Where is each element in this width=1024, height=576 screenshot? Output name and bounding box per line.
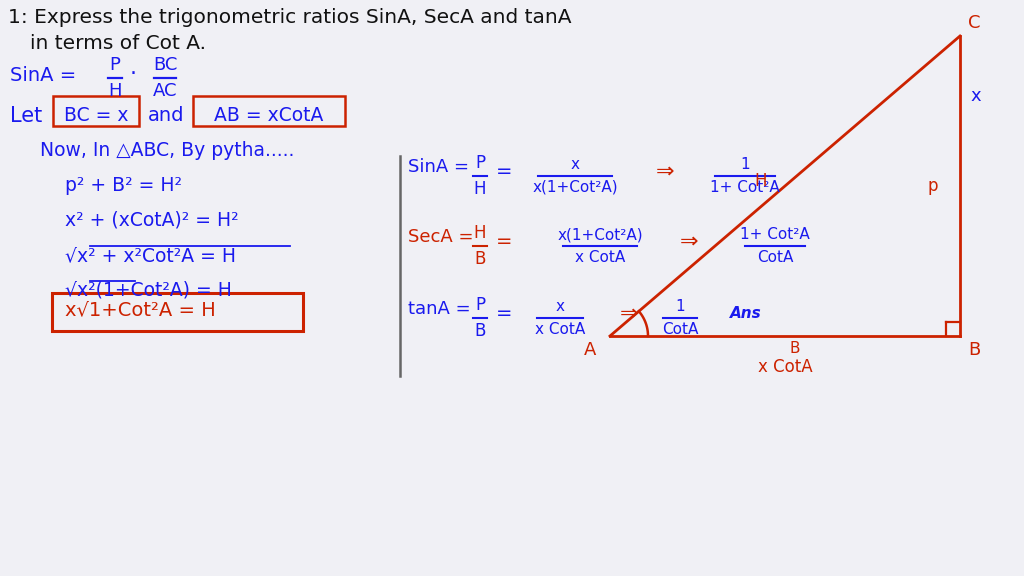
Text: BC: BC (153, 56, 177, 74)
Text: x: x (570, 157, 580, 172)
Text: tanA =: tanA = (408, 300, 471, 318)
Text: x(1+Cot²A): x(1+Cot²A) (557, 227, 643, 242)
Text: ⇒: ⇒ (620, 304, 639, 324)
Text: 1: 1 (675, 299, 685, 314)
Text: 1+ Cot²A: 1+ Cot²A (740, 227, 810, 242)
Text: P: P (475, 154, 485, 172)
Text: SinA =: SinA = (408, 158, 469, 176)
Text: p: p (928, 177, 938, 195)
Text: and: and (148, 106, 184, 125)
Text: BC = x: BC = x (63, 106, 128, 125)
Text: AB = xCotA: AB = xCotA (214, 106, 324, 125)
Text: 1: Express the trigonometric ratios SinA, SecA and tanA: 1: Express the trigonometric ratios SinA… (8, 8, 571, 27)
Text: SinA =: SinA = (10, 66, 76, 85)
Text: ·: · (130, 64, 137, 84)
Text: =: = (496, 162, 512, 181)
Text: 1+ Cot²A: 1+ Cot²A (710, 180, 780, 195)
Text: B: B (474, 250, 485, 268)
Text: B: B (790, 341, 800, 356)
Text: B: B (968, 341, 980, 359)
Text: CotA: CotA (757, 250, 794, 265)
Text: SecA =: SecA = (408, 228, 473, 246)
Text: x CotA: x CotA (574, 250, 625, 265)
Text: x√1+Cot²A = H: x√1+Cot²A = H (65, 300, 216, 319)
Text: x CotA: x CotA (535, 322, 585, 337)
Text: AC: AC (153, 82, 177, 100)
Text: 1: 1 (740, 157, 750, 172)
Text: ⇒: ⇒ (680, 232, 698, 252)
Text: √x²(1+Cot²A) = H: √x²(1+Cot²A) = H (65, 281, 231, 300)
Text: P: P (475, 296, 485, 314)
Text: √x² + x²Cot²A = H: √x² + x²Cot²A = H (65, 246, 236, 265)
Text: H: H (109, 82, 122, 100)
Text: in terms of Cot A.: in terms of Cot A. (30, 34, 206, 53)
Text: =: = (496, 233, 512, 252)
Text: x CotA: x CotA (758, 358, 812, 376)
Text: =: = (496, 305, 512, 324)
Text: p² + B² = H²: p² + B² = H² (65, 176, 182, 195)
Text: H: H (755, 172, 767, 190)
Text: P: P (110, 56, 121, 74)
Text: x: x (555, 299, 564, 314)
Text: H: H (474, 224, 486, 242)
Text: x² + (xCotA)² = H²: x² + (xCotA)² = H² (65, 211, 239, 230)
Text: Let: Let (10, 106, 42, 126)
Text: Now, In △ABC, By pytha.....: Now, In △ABC, By pytha..... (40, 141, 294, 160)
Text: CotA: CotA (662, 322, 698, 337)
Text: A: A (584, 341, 596, 359)
Text: x(1+Cot²A): x(1+Cot²A) (532, 180, 617, 195)
Text: H: H (474, 180, 486, 198)
Text: ⇒: ⇒ (656, 162, 675, 182)
Text: Ans: Ans (730, 306, 762, 321)
Text: B: B (474, 322, 485, 340)
Text: x: x (970, 87, 981, 105)
Text: C: C (968, 14, 981, 32)
